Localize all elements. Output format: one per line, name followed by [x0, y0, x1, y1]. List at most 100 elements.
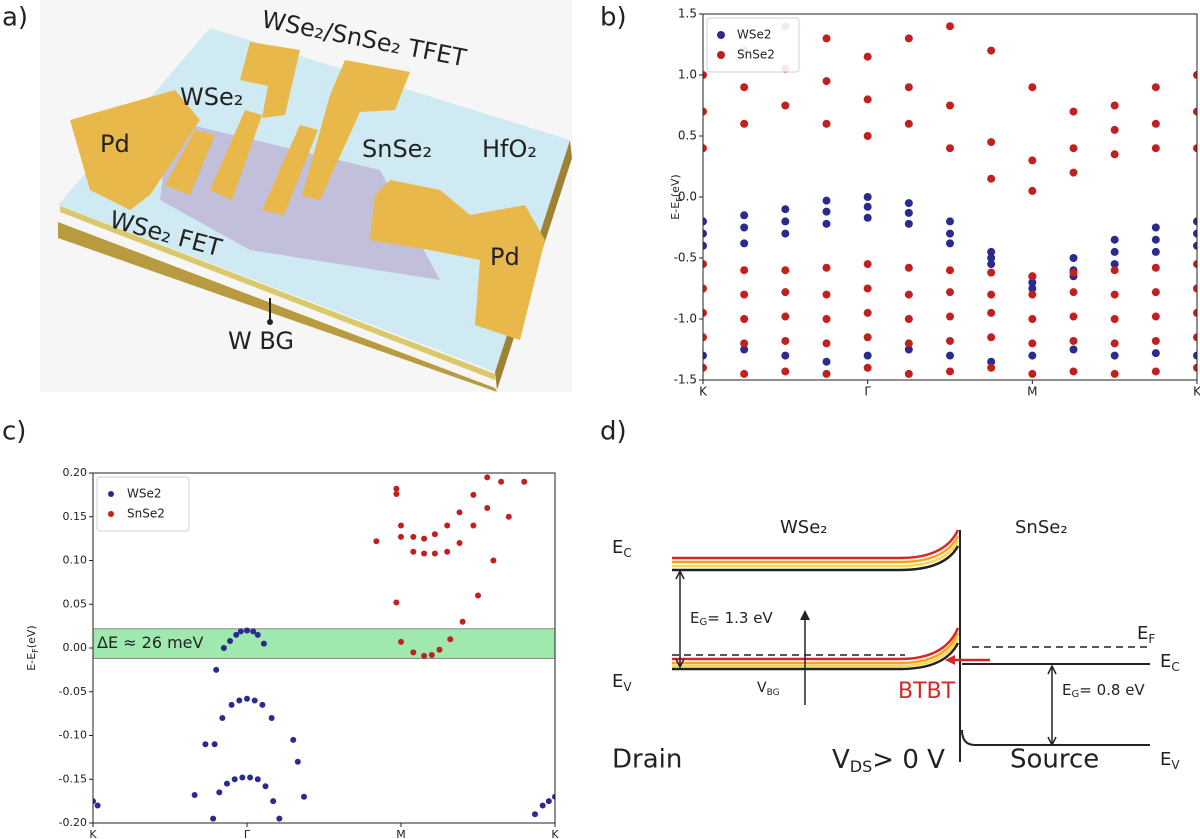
band-point — [1028, 83, 1037, 92]
band-point — [1193, 229, 1197, 238]
wse2-label: WSe₂ — [180, 83, 243, 111]
symbol: V — [757, 680, 767, 696]
ec-label: EC — [1160, 651, 1180, 674]
ev-label: EV — [1160, 749, 1180, 772]
band-point — [946, 288, 954, 297]
band-point — [1069, 312, 1078, 321]
band-point — [863, 333, 872, 342]
band-point — [904, 219, 913, 228]
value: = 1.3 eV — [707, 609, 773, 627]
band-point — [545, 798, 552, 805]
band-point — [987, 138, 996, 147]
plot-area — [93, 474, 555, 822]
band-point — [740, 290, 749, 299]
band-point — [987, 247, 996, 256]
band-point — [740, 345, 749, 354]
conduction-band — [672, 535, 960, 564]
legend-label: SnSe2 — [127, 507, 165, 521]
symbol: E — [1062, 681, 1071, 699]
legend-marker — [717, 31, 725, 39]
band-point — [1110, 150, 1119, 159]
source-label: Source — [1010, 745, 1099, 775]
band-point — [1110, 266, 1119, 275]
band-point — [703, 241, 707, 250]
band-point — [220, 645, 227, 651]
band-point — [703, 351, 707, 360]
band-point — [498, 478, 505, 485]
legend-box — [96, 476, 190, 532]
x-tick-label: Γ — [244, 828, 251, 839]
label-rest: (eV) — [669, 174, 682, 197]
label-sub: F — [675, 197, 684, 202]
finger — [262, 125, 318, 215]
y-tick-label: -1.5 — [674, 373, 697, 387]
band-point — [231, 776, 238, 783]
band-point — [1028, 315, 1037, 323]
band-point — [1028, 339, 1037, 348]
band-point — [1193, 260, 1197, 269]
band-point — [904, 315, 913, 323]
band-point — [1110, 125, 1119, 134]
y-tick-label: 0.0 — [678, 190, 697, 204]
band-point — [410, 649, 417, 656]
y-axis-label: E-EF(eV) — [669, 174, 684, 219]
band-point — [863, 363, 872, 372]
band-point — [539, 802, 546, 809]
band-point — [904, 290, 913, 299]
band-point — [781, 101, 790, 110]
band-point — [393, 599, 400, 606]
band-point — [410, 533, 417, 540]
gate-label: W BG — [228, 327, 294, 355]
band-point — [1110, 339, 1119, 348]
band-point — [244, 627, 250, 634]
band-point — [237, 628, 244, 635]
label-sub: F — [31, 648, 40, 653]
band-point — [822, 219, 831, 228]
band-point — [703, 229, 707, 238]
band-point — [987, 46, 996, 55]
x-tick-label: Γ — [864, 385, 871, 399]
band-point — [490, 557, 497, 564]
chart: b) -1.5 -1.0 -0.5 0.0 0.5 1.0 1.5 K Γ M K E-EF(eV) WS… — [600, 3, 1200, 399]
band-point — [946, 266, 954, 275]
band-point — [946, 229, 954, 238]
band-point — [1193, 217, 1197, 226]
legend-label: SnSe2 — [737, 48, 775, 62]
substrate-edge — [60, 206, 495, 380]
band-point — [987, 363, 996, 372]
band-point — [1193, 107, 1197, 116]
band-point — [552, 793, 555, 800]
band-point — [1110, 369, 1119, 378]
highlight-band — [93, 628, 555, 659]
legend-marker — [108, 491, 114, 497]
y-axis-label: E-EF(eV) — [25, 625, 40, 670]
band-point — [1110, 101, 1119, 110]
ef-label: EF — [1137, 623, 1155, 646]
valence-band — [672, 632, 960, 665]
band-point — [447, 636, 454, 643]
band-point — [398, 533, 404, 540]
pd-label: Pd — [100, 130, 130, 158]
subscript: V — [1171, 758, 1180, 772]
arrow-head — [1047, 664, 1057, 747]
band-point — [740, 83, 749, 92]
band-point — [740, 119, 749, 128]
tfet-pad-left — [240, 42, 300, 118]
band-point — [822, 315, 831, 323]
band-point — [822, 34, 831, 43]
band-point — [863, 193, 872, 201]
x-tick-label: K — [551, 828, 559, 839]
band-point — [421, 535, 428, 542]
y-tick-label: 0.20 — [63, 466, 88, 479]
panel-label: d) — [600, 417, 627, 447]
band-point — [1151, 336, 1160, 345]
band-point — [1069, 168, 1078, 177]
y-tick-label: -0.20 — [59, 816, 87, 829]
band-point — [505, 513, 512, 520]
band-point — [703, 333, 707, 342]
band-point — [863, 260, 872, 269]
x-tick-label: K — [699, 385, 708, 399]
band-point — [484, 474, 491, 481]
x-tick-label: K — [1193, 385, 1200, 399]
